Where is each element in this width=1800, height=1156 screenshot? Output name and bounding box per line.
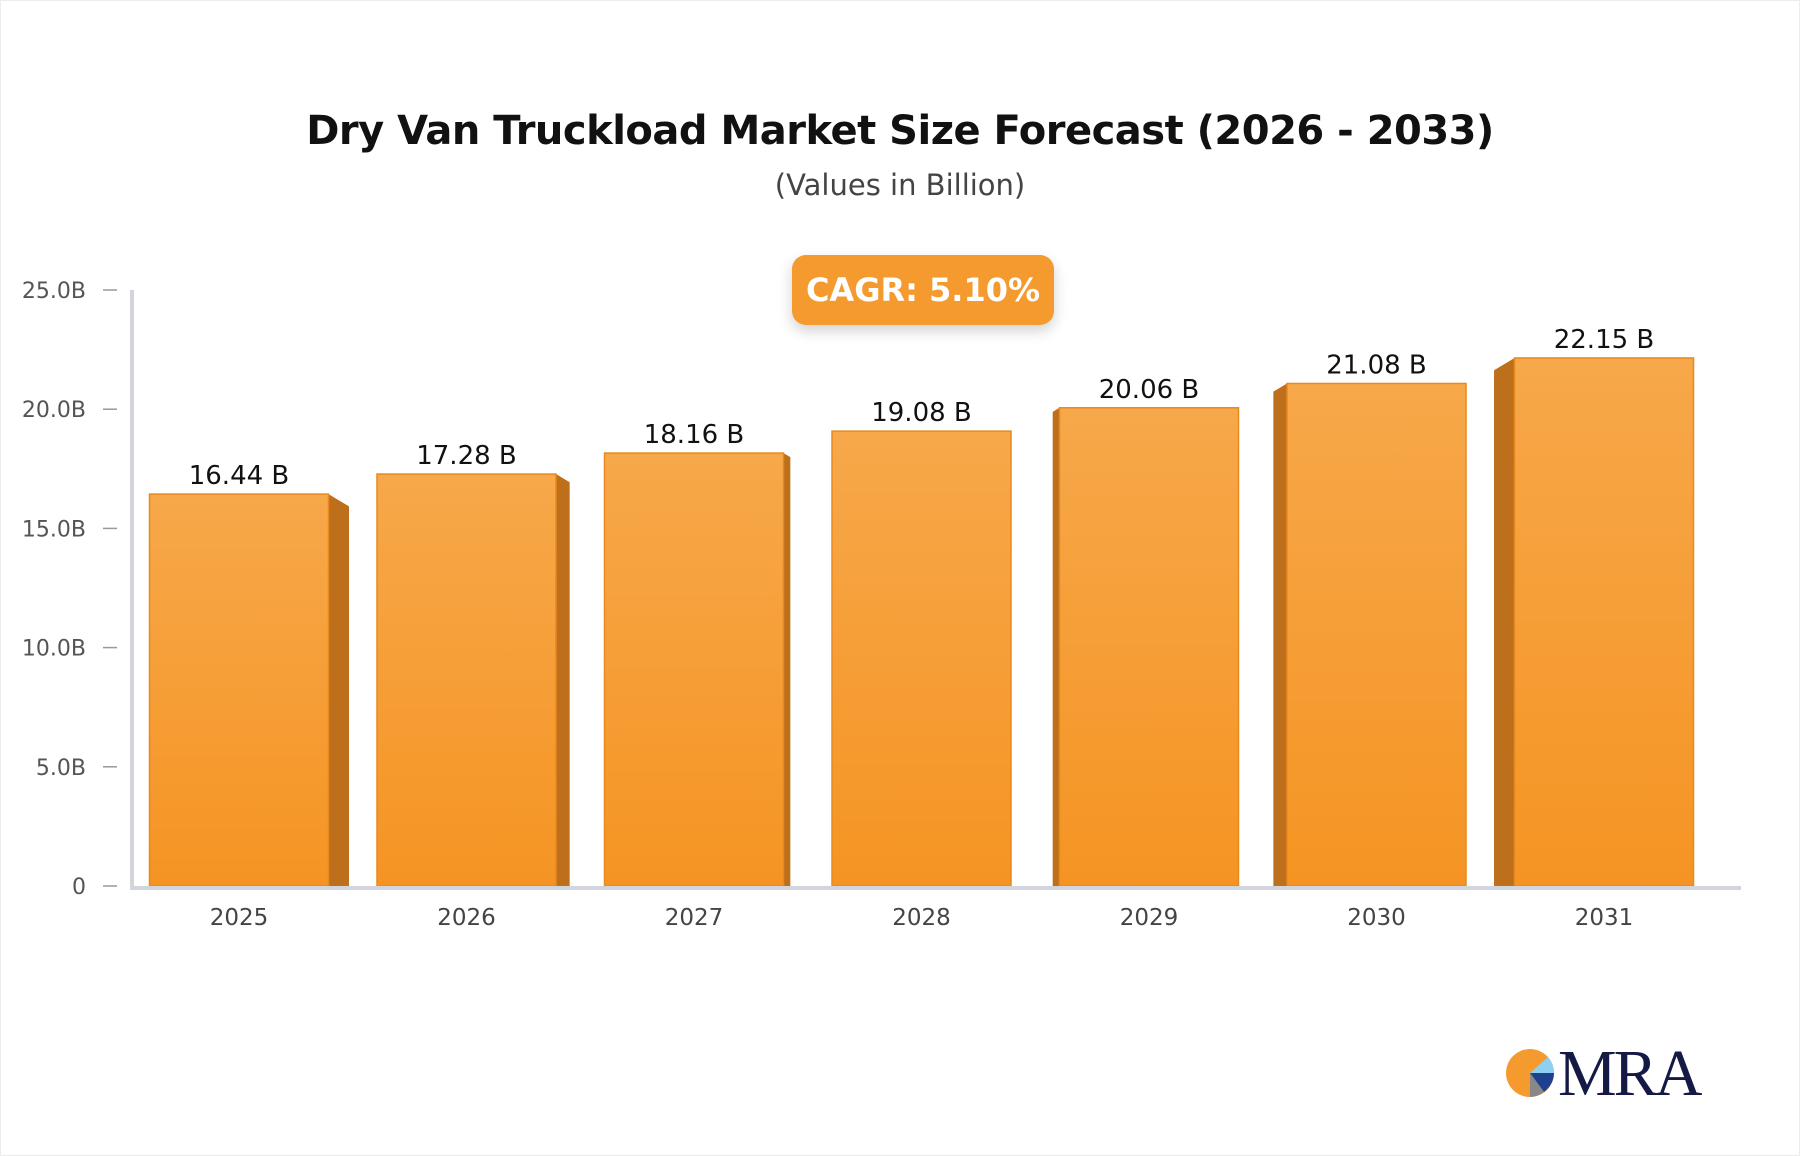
- data-label: 21.08 B: [1326, 350, 1427, 380]
- logo-text: MRA: [1558, 1037, 1702, 1110]
- x-tick-label: 2028: [892, 905, 951, 931]
- y-tick-label: 5.0B: [36, 756, 86, 781]
- bar-side: [556, 474, 570, 886]
- x-tick-label: 2031: [1575, 905, 1634, 931]
- data-label: 22.15 B: [1554, 325, 1655, 355]
- data-label: 17.28 B: [416, 441, 517, 471]
- x-tick-label: 2026: [437, 905, 496, 931]
- x-tick-label: 2025: [210, 905, 269, 931]
- y-tick-label: 10.0B: [22, 637, 86, 662]
- bar: [376, 473, 557, 887]
- bar: [1286, 382, 1467, 887]
- x-tick-label: 2027: [665, 905, 724, 931]
- bar-side: [328, 494, 349, 886]
- y-tick-label: 20.0B: [22, 398, 86, 423]
- bar: [603, 452, 785, 887]
- bar-side: [1052, 407, 1060, 886]
- bar: [1058, 407, 1240, 887]
- cagr-badge: CAGR: 5.10%: [792, 255, 1054, 325]
- data-label: 20.06 B: [1099, 375, 1200, 405]
- bar: [148, 493, 330, 887]
- bar: [831, 430, 1012, 887]
- pie-logo-icon: [1506, 1049, 1555, 1097]
- y-tick-label: 15.0B: [22, 517, 86, 542]
- chart-subtitle: (Values in Billion): [774, 168, 1026, 202]
- data-label: 16.44 B: [189, 461, 290, 491]
- bar: [1513, 357, 1695, 887]
- bar-side: [783, 453, 791, 886]
- bar-side: [1494, 357, 1515, 887]
- x-tick-label: 2030: [1347, 905, 1406, 931]
- y-tick-label: 0: [72, 875, 86, 900]
- mra-logo: MRA: [1504, 1037, 1704, 1110]
- data-label: 18.16 B: [644, 420, 745, 450]
- y-tick-label: 25.0B: [22, 279, 86, 304]
- x-tick-label: 2029: [1120, 905, 1179, 931]
- chart-title: Dry Van Truckload Market Size Forecast (…: [306, 108, 1494, 154]
- data-label: 19.08 B: [871, 398, 972, 428]
- bar-side: [1273, 383, 1287, 886]
